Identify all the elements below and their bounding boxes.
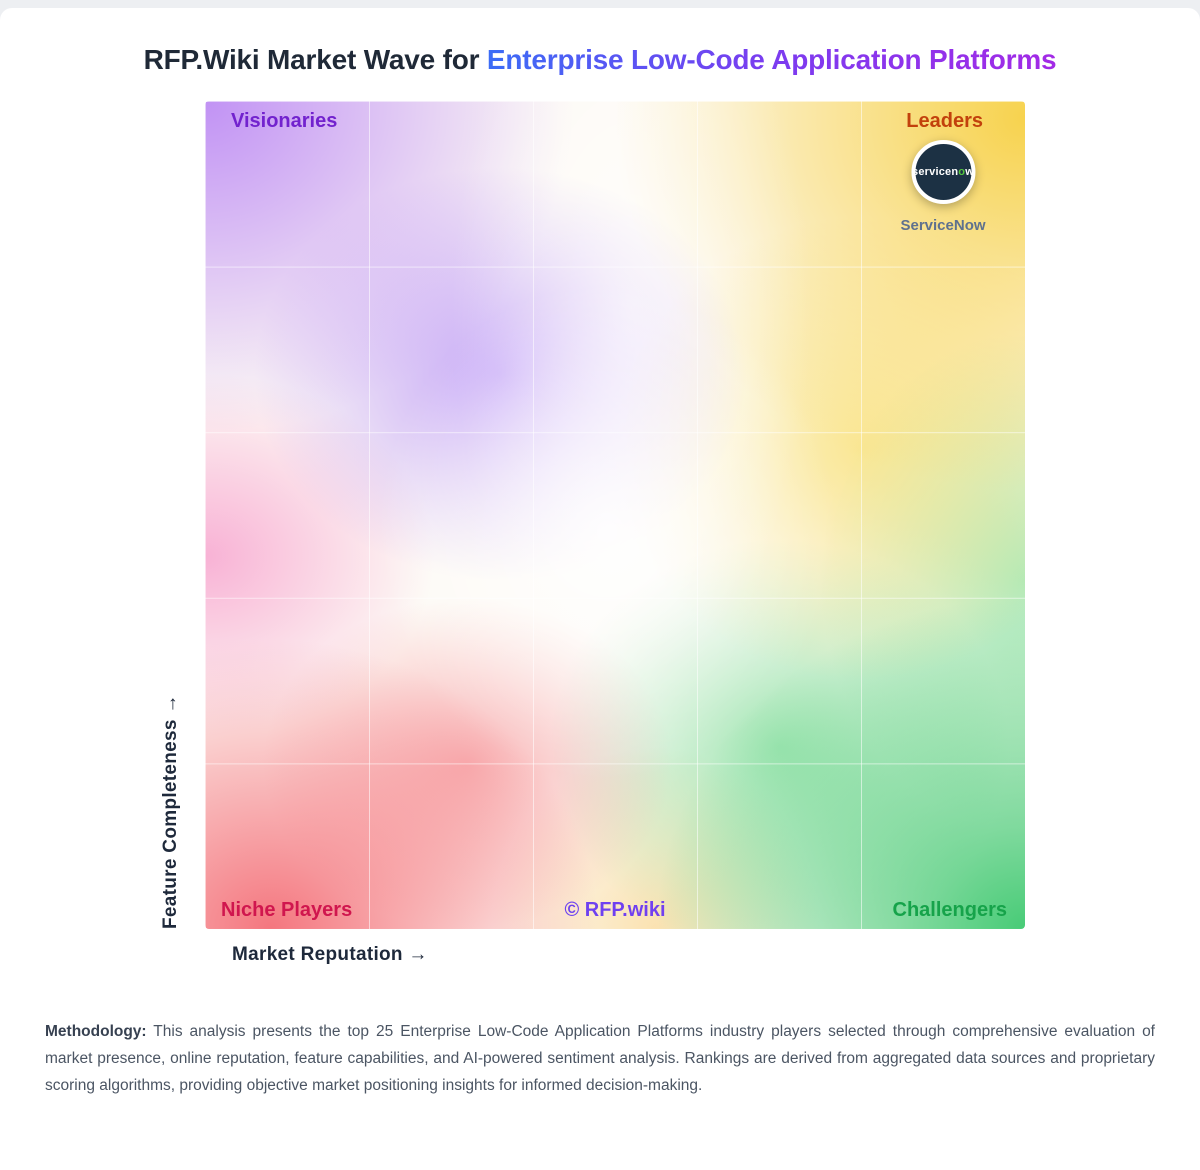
market-wave-chart: Visionaries Leaders Niche Players Challe… (205, 101, 1025, 929)
quadrant-label-niche-players: Niche Players (221, 899, 352, 922)
quadrant-label-leaders: Leaders (906, 110, 983, 132)
title-prefix: RFP.Wiki Market Wave for (143, 44, 487, 75)
methodology-label: Methodology: (45, 1023, 147, 1040)
vendor-label: ServiceNow (900, 216, 986, 234)
vendor-logo: servicenow (910, 139, 975, 204)
x-axis-label: Market Reputation → (232, 944, 428, 965)
quadrant-label-challengers: Challengers (893, 899, 1007, 922)
page-card: RFP.Wiki Market Wave for Enterprise Low-… (0, 8, 1200, 1170)
y-axis-label: Feature Completeness → (160, 694, 181, 929)
vendor-marker[interactable]: servicenow ServiceNow (900, 139, 986, 234)
methodology-body: This analysis presents the top 25 Enterp… (45, 1023, 1155, 1094)
methodology-text: Methodology: This analysis presents the … (45, 1018, 1155, 1099)
vendor-layer: servicenow ServiceNow (205, 101, 1025, 929)
page-title: RFP.Wiki Market Wave for Enterprise Low-… (0, 44, 1200, 76)
watermark: © RFP.wiki (205, 899, 1025, 922)
title-highlight: Enterprise Low-Code Application Platform… (486, 44, 1057, 75)
quadrant-label-visionaries: Visionaries (231, 110, 338, 132)
